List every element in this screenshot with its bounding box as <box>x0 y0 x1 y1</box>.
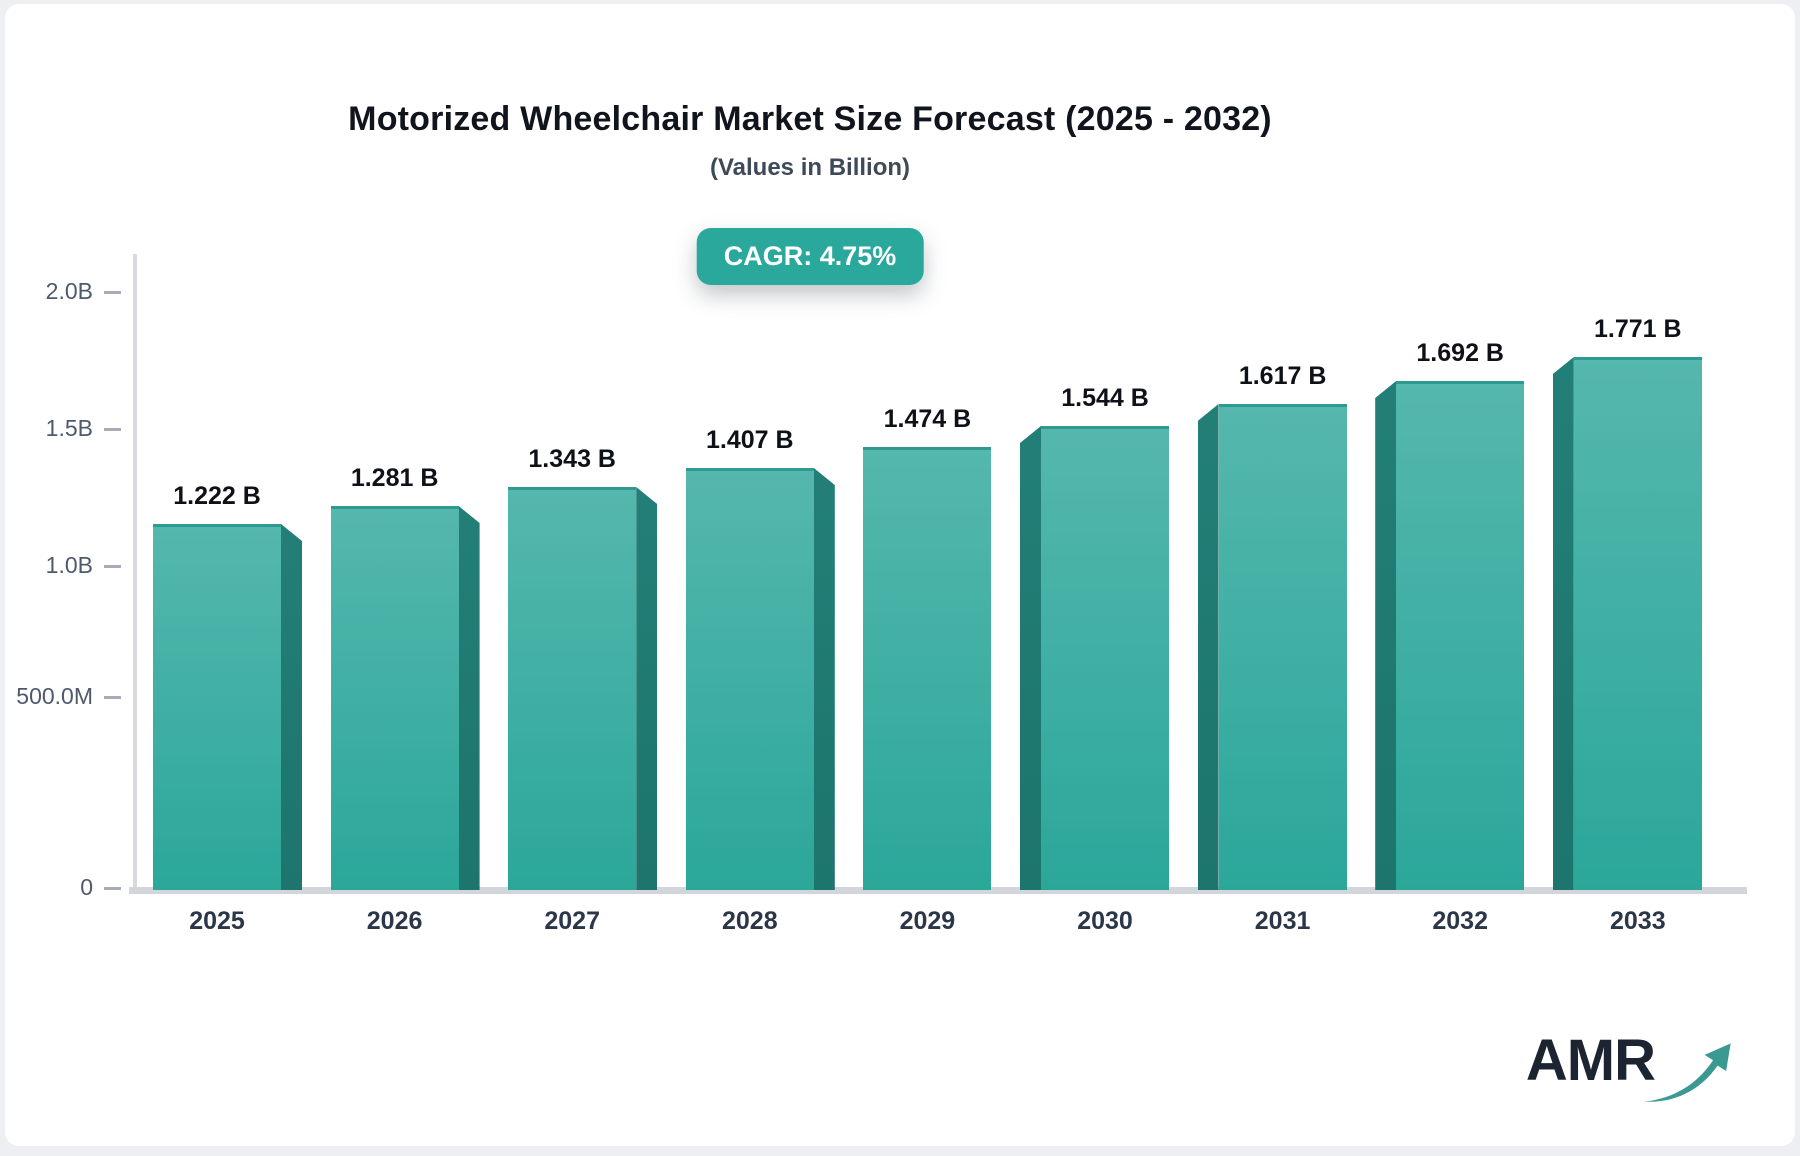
x-tick-label-2029: 2029 <box>899 907 956 935</box>
brand-logo-text: AMR <box>1525 1028 1656 1093</box>
bar-face <box>1573 357 1702 890</box>
bar-face <box>508 487 637 890</box>
x-tick-label-2033: 2033 <box>1609 907 1666 935</box>
x-tick-label-2025: 2025 <box>189 907 245 935</box>
x-tick-label-2027: 2027 <box>544 907 600 935</box>
bar-side-3d <box>1197 404 1219 890</box>
chart-card: Motorized Wheelchair Market Size Forecas… <box>5 4 1795 1146</box>
bar-face <box>330 506 459 890</box>
y-tick-mark <box>104 428 121 431</box>
bar-2031 <box>1197 404 1347 890</box>
x-tick-label-2032: 2032 <box>1432 907 1488 935</box>
y-tick-label: 2.0B <box>45 278 93 304</box>
bar-value-label: 1.544 B <box>1061 384 1149 412</box>
bar-value-label: 1.692 B <box>1416 339 1504 367</box>
bar-face <box>1396 381 1525 890</box>
bar-side-3d <box>813 468 835 890</box>
y-tick-mark <box>104 887 121 890</box>
bar-value-label: 1.474 B <box>883 405 972 433</box>
y-tick-label: 500.0M <box>16 683 93 709</box>
bar-side-3d <box>1020 426 1041 890</box>
y-tick-label: 0 <box>80 874 93 900</box>
bar-side-3d <box>1552 357 1574 890</box>
y-axis-line <box>133 254 137 894</box>
bar-2026 <box>330 506 480 890</box>
bar-2032 <box>1375 381 1525 890</box>
x-tick-label-2028: 2028 <box>721 907 778 935</box>
bar-face <box>685 468 814 890</box>
y-tick-mark <box>104 696 121 699</box>
growth-arrow-icon <box>1641 1034 1733 1113</box>
x-tick-label-2030: 2030 <box>1077 907 1133 935</box>
chart-title: Motorized Wheelchair Market Size Forecas… <box>348 100 1272 138</box>
y-tick-label: 1.0B <box>45 552 93 578</box>
bar-2030 <box>1020 426 1169 890</box>
cagr-badge: CAGR: 4.75% <box>696 228 924 285</box>
bar-2027 <box>508 487 658 890</box>
bar-value-label: 1.617 B <box>1238 362 1327 390</box>
brand-logo: AMR <box>1526 1032 1733 1113</box>
bar-face <box>153 524 281 890</box>
y-tick-mark <box>104 565 121 568</box>
bar-value-label: 1.281 B <box>350 464 439 492</box>
bar-2025 <box>153 524 302 890</box>
bar-side-3d <box>1375 381 1397 890</box>
bar-face <box>1218 404 1347 890</box>
bar-2033 <box>1552 357 1702 890</box>
bar-side-3d <box>281 524 302 890</box>
y-tick-mark <box>104 291 121 294</box>
bar-value-label: 1.407 B <box>706 426 794 454</box>
x-tick-label-2031: 2031 <box>1254 907 1311 935</box>
y-tick-label: 1.5B <box>45 415 93 441</box>
bar-value-label: 1.222 B <box>173 482 261 510</box>
x-axis-baseline <box>129 887 1747 894</box>
bar-2029 <box>863 447 992 890</box>
x-tick-label-2026: 2026 <box>366 907 423 935</box>
bar-value-label: 1.771 B <box>1594 315 1682 343</box>
bar-face <box>863 447 992 890</box>
chart-subtitle: (Values in Billion) <box>709 154 911 181</box>
bar-side-3d <box>636 487 658 890</box>
bar-value-label: 1.343 B <box>528 445 616 473</box>
bar-2028 <box>685 468 835 890</box>
bar-face <box>1041 426 1169 890</box>
bar-side-3d <box>458 506 480 890</box>
